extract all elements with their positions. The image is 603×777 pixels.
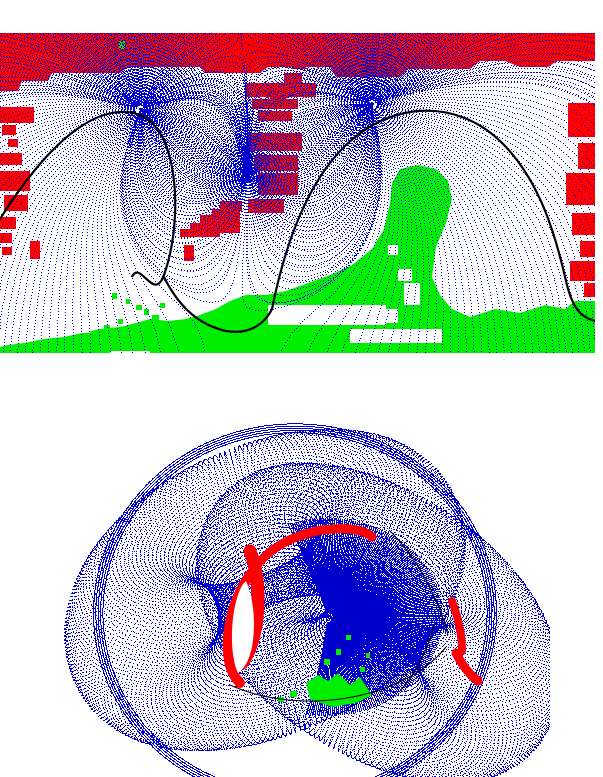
globe-separatrix-contour — [229, 530, 449, 702]
map-separatrix-contour — [0, 109, 595, 333]
globe-plot-area — [60, 385, 550, 777]
map-plot-area — [0, 33, 595, 353]
globe-streamlines — [64, 423, 550, 777]
spherical-view-panel — [60, 385, 550, 777]
equirectangular-map-panel — [0, 33, 595, 353]
